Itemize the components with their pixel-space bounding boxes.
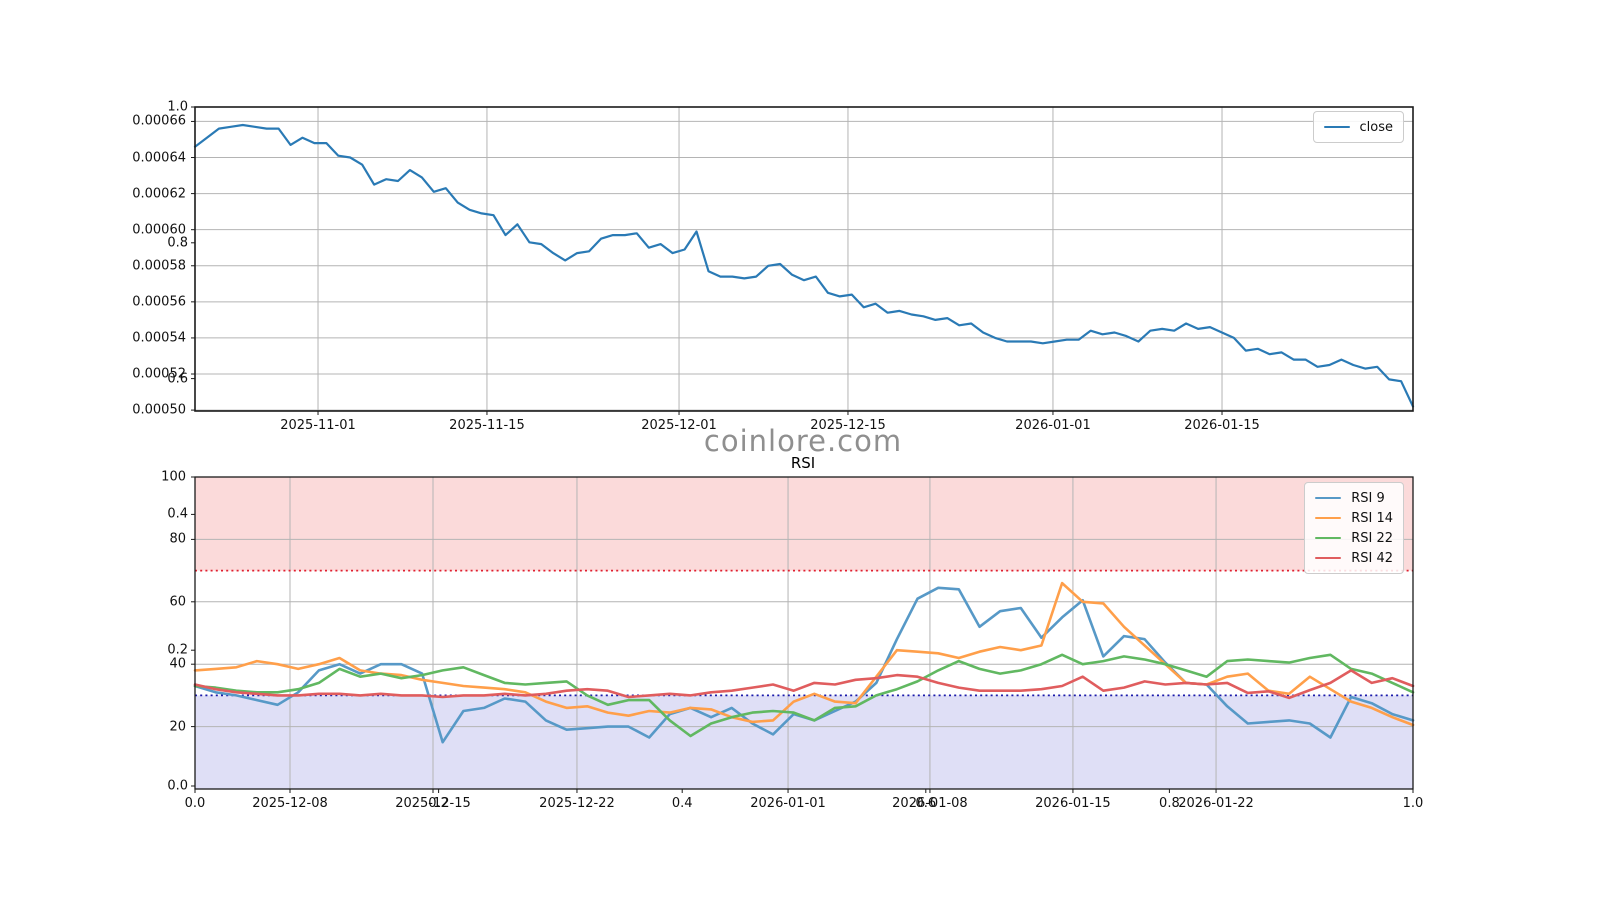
legend-label: close [1359, 119, 1393, 135]
series-line-close [193, 123, 1415, 408]
overlay-y-tick-label: 0.8 [167, 235, 188, 251]
legend-line-sample [1315, 556, 1342, 560]
legend-line-sample [1323, 125, 1350, 129]
x-tick-label: 2025-12-15 [810, 418, 886, 433]
oversold-zone [195, 695, 1413, 789]
y-tick-label: 0.00056 [132, 294, 186, 310]
legend-item-rsi-14: RSI 14 [1315, 508, 1393, 528]
overlay-x-tick-label: 0.4 [671, 796, 693, 811]
y-tick-label: 80 [169, 531, 186, 547]
overlay-x-tick-label: 0.2 [428, 796, 449, 811]
legend-item-close: close [1323, 117, 1393, 137]
y-tick-label: 40 [169, 656, 186, 672]
overlay-y-tick-label: 0.2 [167, 642, 188, 658]
x-tick-label: 2026-01-01 [750, 796, 826, 811]
y-tick-label: 0.00058 [132, 258, 186, 274]
y-tick-label: 0.00060 [132, 222, 186, 238]
y-tick-label: 0.00064 [132, 150, 186, 166]
y-tick-label: 100 [161, 469, 186, 485]
x-tick-label: 2025-11-01 [280, 418, 356, 433]
legend-line-sample [1315, 516, 1342, 520]
y-tick-label: 60 [169, 594, 186, 610]
x-tick-label: 2025-12-22 [539, 796, 615, 811]
y-tick-label: 0.00054 [132, 330, 186, 346]
overlay-y-tick-label: 0.4 [167, 506, 188, 522]
axes-border [194, 106, 1414, 412]
series-line-rsi-22 [193, 653, 1415, 738]
x-tick-label: 2026-01-15 [1035, 796, 1111, 811]
overlay-x-tick-label: 0.8 [1159, 796, 1180, 811]
y-tick-label: 0.00062 [132, 186, 186, 202]
y-tick-label: 0.00066 [132, 113, 186, 129]
x-tick-label: 2025-12-15 [395, 796, 471, 811]
rsi-chart-title: RSI [790, 454, 816, 472]
overlay-x-tick-label: 1.0 [1402, 796, 1424, 811]
x-tick-label: 2026-01-08 [892, 796, 968, 811]
overlay-y-tick-label: 1.0 [167, 99, 188, 115]
x-tick-label: 2026-01-22 [1178, 796, 1254, 811]
legend-line-sample [1315, 496, 1342, 500]
overlay-x-tick-label: 0.6 [915, 796, 937, 811]
y-tick-label: 0.00050 [132, 402, 186, 418]
y-tick-label: 20 [169, 719, 186, 735]
legend-close: close [1312, 111, 1404, 143]
overbought-zone [195, 477, 1413, 571]
legend-item-rsi-9: RSI 9 [1315, 488, 1393, 508]
legend-line-sample [1315, 536, 1342, 540]
overlay-x-tick-label: 0.0 [184, 796, 206, 811]
x-tick-label: 2026-01-01 [1015, 418, 1091, 433]
overlay-y-tick-label: 0.6 [167, 371, 188, 387]
x-tick-label: 2025-12-01 [641, 418, 717, 433]
x-tick-label: 2025-11-15 [449, 418, 525, 433]
overlay-y-tick-label: 0.0 [167, 778, 188, 794]
x-tick-label: 2026-01-15 [1184, 418, 1260, 433]
x-tick-label: 2025-12-08 [252, 796, 328, 811]
legend-rsi: RSI 9 RSI 14 RSI 22 RSI 42 [1304, 482, 1404, 574]
legend-item-rsi-42: RSI 42 [1315, 548, 1393, 568]
watermark: coinlore.com [703, 424, 903, 458]
legend-label: RSI 14 [1351, 510, 1393, 526]
legend-label: RSI 22 [1351, 530, 1393, 546]
series-line-rsi-42 [193, 669, 1415, 700]
legend-item-rsi-22: RSI 22 [1315, 528, 1393, 548]
legend-label: RSI 9 [1351, 490, 1385, 506]
legend-label: RSI 42 [1351, 550, 1393, 566]
axes-border [194, 476, 1414, 790]
y-tick-label: 0.00052 [132, 366, 186, 382]
